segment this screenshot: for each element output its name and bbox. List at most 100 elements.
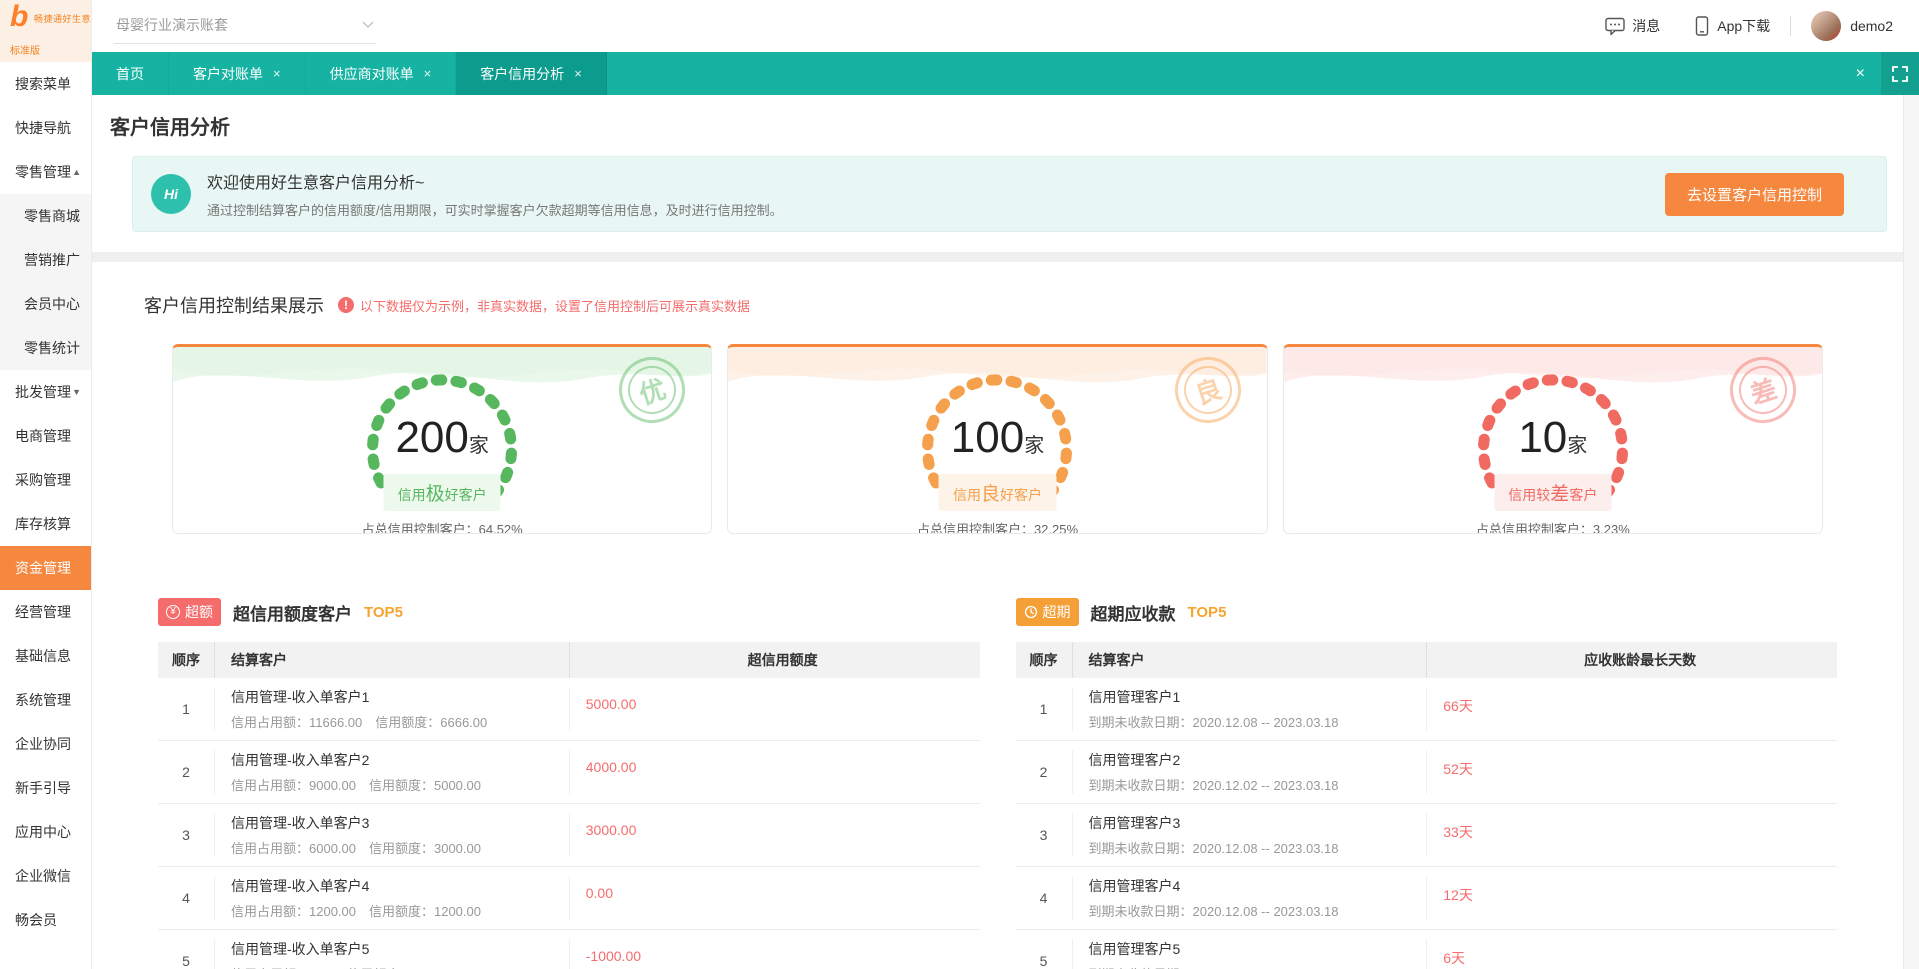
- share-of-total: 占总信用控制客户：32.25%: [916, 522, 1079, 534]
- topbar: 母婴行业演示账套 消息 App下载 demo2: [92, 0, 1919, 52]
- table-row: 3 信用管理客户3 到期未收款日期：2020.12.08 -- 2023.03.1…: [1015, 804, 1837, 867]
- top5-label: TOP5: [364, 603, 403, 621]
- credit-level-badge: 信用较差客户: [1494, 474, 1612, 511]
- banner-text: 欢迎使用好生意客户信用分析~ 通过控制结算客户的信用额度/信用期限，可实时掌握客…: [207, 169, 783, 219]
- welcome-banner: Hi 欢迎使用好生意客户信用分析~ 通过控制结算客户的信用额度/信用期限，可实时…: [132, 156, 1887, 232]
- table-row: 3 信用管理-收入单客户3 信用占用额：6000.00 信用额度：3000.00 …: [158, 804, 980, 867]
- page-title: 客户信用分析: [110, 117, 230, 139]
- sample-data-notice: ! 以下数据仅为示例，非真实数据，设置了信用控制后可展示真实数据: [338, 296, 750, 315]
- chevron-down-icon: [362, 20, 374, 28]
- table-row: 5 信用管理-收入单客户5信用占用额：0.00 信用额度：1000.00 -10…: [158, 930, 980, 969]
- customer-count: 10家: [1518, 413, 1588, 462]
- sidebar-item-system-mgmt[interactable]: 系统管理: [15, 692, 71, 708]
- setup-credit-control-button[interactable]: 去设置客户信用控制: [1664, 172, 1844, 216]
- credit-level-badge: 信用良好客户: [938, 474, 1056, 511]
- brand-name: 畅捷通好生意: [34, 14, 92, 24]
- banner-title: 欢迎使用好生意客户信用分析~: [207, 175, 425, 192]
- main-column: 母婴行业演示账套 消息 App下载 demo2 首页 客户对账单 ×: [92, 0, 1919, 969]
- username[interactable]: demo2: [1850, 18, 1893, 34]
- sidebar-item-funds-mgmt[interactable]: 资金管理: [0, 546, 91, 590]
- sidebar-item-wholesale-mgmt[interactable]: 批发管理 ▼: [15, 384, 81, 400]
- phone-icon: [1696, 16, 1709, 36]
- customer-count: 200家: [395, 413, 489, 462]
- sidebar-item-enterprise-collab[interactable]: 企业协同: [15, 736, 71, 752]
- table-row: 2 信用管理-收入单客户2 信用占用额：9000.00 信用额度：5000.00 …: [158, 741, 980, 804]
- table-row: 4 信用管理客户4 到期未收款日期：2020.12.08 -- 2023.03.1…: [1015, 867, 1837, 930]
- avatar[interactable]: [1811, 11, 1842, 41]
- sidebar-menu: 搜索菜单 快捷导航 零售管理 ▲ 零售商城 营销推广 会员中心 零售统计 批发管理…: [0, 62, 91, 969]
- app-download-button[interactable]: App下载: [1694, 16, 1770, 36]
- fullscreen-icon: [1892, 65, 1908, 82]
- sidebar-item-purchase-mgmt[interactable]: 采购管理: [15, 472, 71, 488]
- brand-edition: 标准版: [10, 46, 40, 57]
- credit-card-good: 良 100家 信用良好客户 占总信用控制客户：32.25%: [727, 344, 1268, 534]
- wave-decoration: [728, 347, 1267, 383]
- over-credit-table-title: ¥ 超额 超信用额度客户 TOP5: [158, 598, 980, 626]
- vertical-scrollbar[interactable]: [1903, 95, 1919, 969]
- close-icon[interactable]: ×: [574, 66, 582, 81]
- fullscreen-button[interactable]: [1881, 52, 1919, 95]
- exclamation-icon: !: [338, 297, 354, 313]
- sidebar-item-retail-mgmt[interactable]: 零售管理 ▲: [15, 164, 81, 180]
- tab-supplier-statement[interactable]: 供应商对账单 ×: [306, 52, 457, 95]
- wave-decoration: [173, 347, 712, 383]
- sidebar-item-business-mgmt[interactable]: 经营管理: [15, 604, 71, 620]
- credit-card-excellent: 优 200家 信用极好客户 占总信用控制客户：64.52%: [172, 344, 713, 534]
- account-select-value: 母婴行业演示账套: [116, 16, 228, 33]
- overdue-badge: 超期: [1015, 598, 1079, 626]
- sidebar: b 畅捷通好生意 标准版 搜索菜单 快捷导航 零售管理 ▲ 零售商城 营销推广 会…: [0, 0, 92, 969]
- table-row: 1 信用管理客户1 到期未收款日期：2020.12.08 -- 2023.03.1…: [1015, 678, 1837, 741]
- sidebar-item-enterprise-wechat[interactable]: 企业微信: [15, 868, 71, 884]
- yen-icon: ¥: [166, 605, 180, 619]
- dashed-gauge-arc: [367, 374, 518, 505]
- overdue-table-title: 超期 超期应收款 TOP5: [1015, 598, 1838, 626]
- wave-decoration: [1283, 347, 1822, 383]
- over-limit-badge: ¥ 超额: [158, 598, 221, 626]
- results-section-head: 客户信用控制结果展示 ! 以下数据仅为示例，非真实数据，设置了信用控制后可展示真…: [144, 292, 1851, 318]
- tab-home[interactable]: 首页: [92, 52, 169, 95]
- close-icon[interactable]: ×: [423, 66, 432, 81]
- message-bubble-icon: [1605, 17, 1625, 35]
- gauge: 10家 信用较差客户: [1458, 361, 1648, 511]
- app-download-label: App下载: [1717, 18, 1771, 34]
- table-row: 4 信用管理-收入单客户4 信用占用额：1200.00 信用额度：1200.00 …: [158, 867, 980, 930]
- tab-customer-statement[interactable]: 客户对账单 ×: [169, 52, 306, 95]
- results-title: 客户信用控制结果展示: [144, 296, 324, 316]
- sidebar-item-beginner-guide[interactable]: 新手引导: [15, 780, 71, 796]
- sidebar-item-retail-mall[interactable]: 零售商城: [0, 194, 91, 238]
- credit-card-poor: 差 10家 信用较差客户 占总信用控制客户：3.23%: [1282, 344, 1823, 534]
- share-of-total: 占总信用控制客户：3.23%: [1475, 522, 1630, 534]
- messages-button[interactable]: 消息: [1605, 16, 1660, 36]
- content-area: 客户信用分析 Hi 欢迎使用好生意客户信用分析~ 通过控制结算客户的信用额度/信…: [92, 95, 1919, 969]
- top5-tables: ¥ 超额 超信用额度客户 TOP5 顺序 结算客户 超信用额度 1: [144, 598, 1851, 969]
- sidebar-item-inventory-accounting[interactable]: 库存核算: [15, 516, 71, 532]
- credit-level-badge: 信用极好客户: [383, 474, 501, 511]
- sidebar-item-quick-nav[interactable]: 快捷导航: [15, 120, 71, 136]
- close-tabs-button[interactable]: ×: [1855, 64, 1865, 82]
- messages-label: 消息: [1632, 18, 1661, 34]
- sidebar-item-chang-member[interactable]: 畅会员: [15, 912, 57, 928]
- dashed-gauge-arc: [922, 374, 1073, 505]
- sidebar-item-marketing[interactable]: 营销推广: [0, 238, 91, 282]
- gauge: 100家 信用良好客户: [902, 361, 1092, 511]
- dashed-gauge-arc: [1477, 374, 1628, 505]
- gauge: 200家 信用极好客户: [347, 361, 537, 511]
- table-header: 顺序 结算客户 超信用额度: [158, 642, 980, 678]
- sidebar-item-member-center[interactable]: 会员中心: [0, 282, 91, 326]
- notice-text: 以下数据仅为示例，非真实数据，设置了信用控制后可展示真实数据: [360, 298, 751, 314]
- over-credit-table: ¥ 超额 超信用额度客户 TOP5 顺序 结算客户 超信用额度 1: [158, 598, 980, 969]
- tab-customer-credit-analysis[interactable]: 客户信用分析 ×: [456, 52, 607, 95]
- sidebar-item-search-menu[interactable]: 搜索菜单: [15, 76, 71, 92]
- sidebar-item-retail-stats[interactable]: 零售统计: [0, 326, 91, 370]
- account-select[interactable]: 母婴行业演示账套: [114, 9, 376, 44]
- sidebar-item-app-center[interactable]: 应用中心: [15, 824, 71, 840]
- clock-icon: [1024, 605, 1037, 619]
- brand-logo-block[interactable]: b 畅捷通好生意 标准版: [0, 0, 91, 62]
- tabbar: 首页 客户对账单 × 供应商对账单 × 客户信用分析 × ×: [92, 52, 1919, 95]
- hi-icon: Hi: [151, 174, 191, 214]
- sidebar-item-basic-info[interactable]: 基础信息: [15, 648, 71, 664]
- close-icon[interactable]: ×: [273, 66, 281, 81]
- sidebar-item-ecommerce-mgmt[interactable]: 电商管理: [15, 428, 71, 444]
- table-row: 2 信用管理客户2 到期未收款日期：2020.12.02 -- 2023.03.1…: [1015, 741, 1837, 804]
